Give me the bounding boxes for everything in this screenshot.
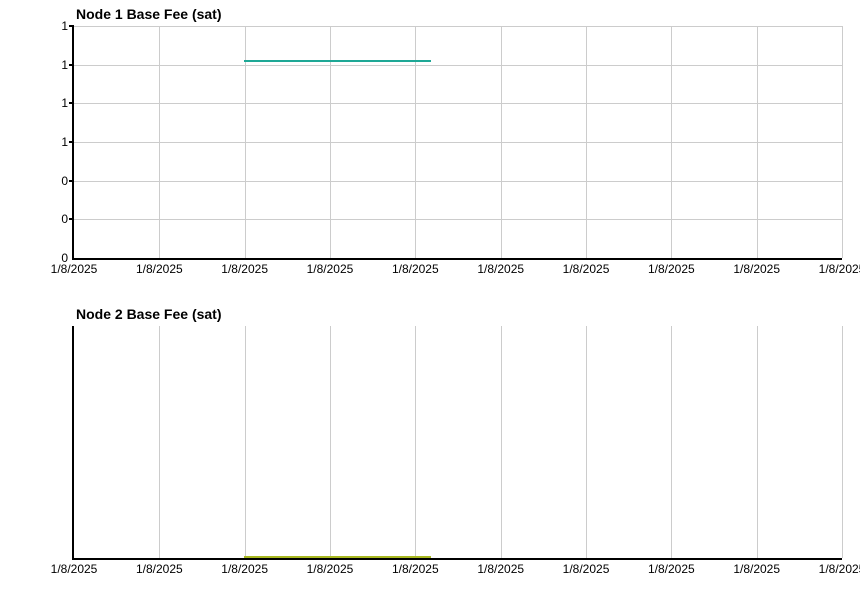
chart1-ytick: 1 (61, 135, 74, 149)
chart1-xtick: 1/8/2025 (733, 258, 780, 276)
chart2-xtick: 1/8/2025 (648, 558, 695, 576)
chart2-xtick: 1/8/2025 (733, 558, 780, 576)
chart2-plot-area: 1/8/2025 1/8/2025 1/8/2025 1/8/2025 1/8/… (72, 326, 842, 560)
chart2-xtick: 1/8/2025 (392, 558, 439, 576)
chart1-ytick: 1 (61, 96, 74, 110)
chart1-xtick: 1/8/2025 (221, 258, 268, 276)
chart2-xtick: 1/8/2025 (221, 558, 268, 576)
chart1-xtick: 1/8/2025 (563, 258, 610, 276)
chart2-title: Node 2 Base Fee (sat) (76, 306, 222, 322)
chart2-xtick: 1/8/2025 (477, 558, 524, 576)
chart1-xtick: 1/8/2025 (819, 258, 860, 276)
chart2-xtick: 1/8/2025 (563, 558, 610, 576)
chart2-xtick: 1/8/2025 (136, 558, 183, 576)
chart1-ytick: 1 (61, 19, 74, 33)
chart1-xtick: 1/8/2025 (51, 258, 98, 276)
chart1-ytick: 0 (61, 212, 74, 226)
chart1-xtick: 1/8/2025 (136, 258, 183, 276)
chart1-xtick: 1/8/2025 (477, 258, 524, 276)
chart1-plot-area: 1 1 1 1 0 0 0 1/8/2025 1/8/2025 1/8/2025… (72, 26, 842, 260)
chart1-xtick: 1/8/2025 (392, 258, 439, 276)
chart1-xtick: 1/8/2025 (648, 258, 695, 276)
chart1-xtick: 1/8/2025 (307, 258, 354, 276)
chart2-xtick: 1/8/2025 (307, 558, 354, 576)
chart-node2-base-fee: Node 2 Base Fee (sat) 1/8/2025 1/8/2025 … (0, 300, 860, 600)
chart1-ytick: 0 (61, 174, 74, 188)
chart-node1-base-fee: Node 1 Base Fee (sat) 1 1 1 1 0 0 0 1/8/… (0, 0, 860, 300)
chart2-series-line (244, 556, 431, 558)
chart2-xtick: 1/8/2025 (51, 558, 98, 576)
chart2-xtick: 1/8/2025 (819, 558, 860, 576)
chart1-series-line (244, 60, 431, 62)
chart1-ytick: 1 (61, 58, 74, 72)
chart1-title: Node 1 Base Fee (sat) (76, 6, 222, 22)
